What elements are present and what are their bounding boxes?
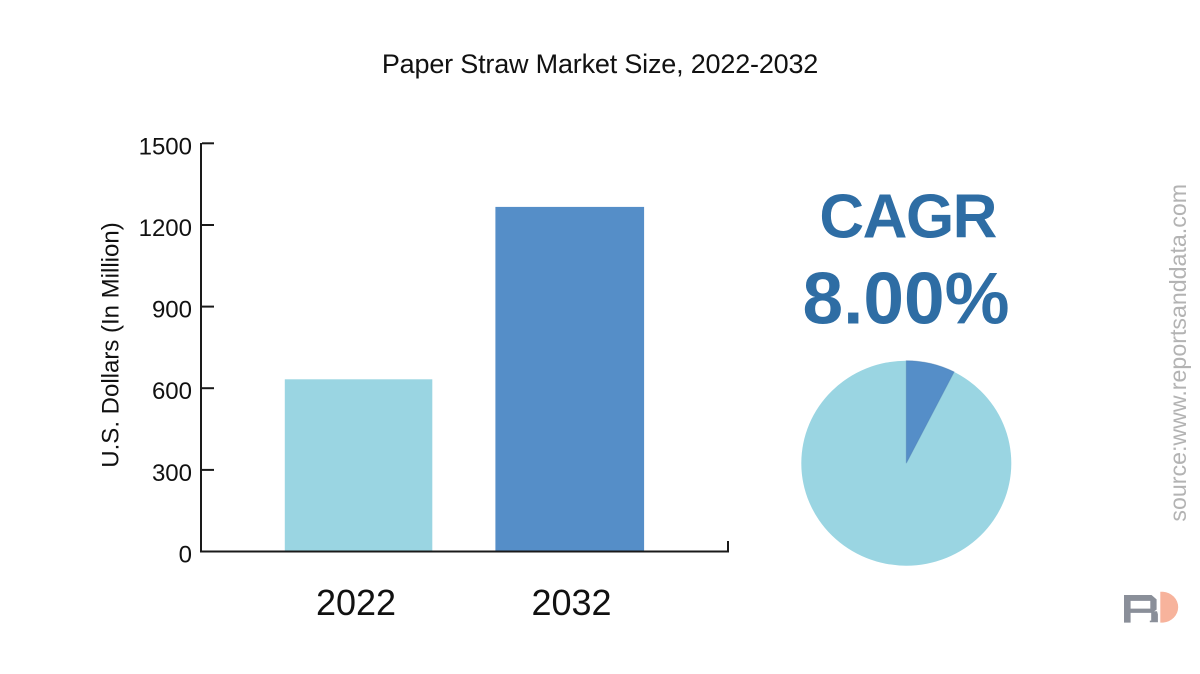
svg-text:1200: 1200 — [139, 215, 192, 242]
svg-text:0: 0 — [179, 542, 192, 569]
svg-text:2032: 2032 — [531, 582, 611, 623]
svg-text:600: 600 — [152, 378, 192, 405]
svg-text:source:www.reportsanddata.com: source:www.reportsanddata.com — [1165, 184, 1191, 522]
svg-text:900: 900 — [152, 297, 192, 324]
svg-text:CAGR: CAGR — [819, 182, 996, 251]
svg-text:2022: 2022 — [316, 582, 396, 623]
svg-text:1500: 1500 — [139, 133, 192, 160]
svg-text:300: 300 — [152, 460, 192, 487]
svg-text:8.00%: 8.00% — [803, 259, 1010, 340]
svg-text:Paper Straw Market Size, 2022-: Paper Straw Market Size, 2022-2032 — [382, 49, 818, 79]
svg-text:U.S. Dollars (In Million): U.S. Dollars (In Million) — [98, 222, 125, 467]
